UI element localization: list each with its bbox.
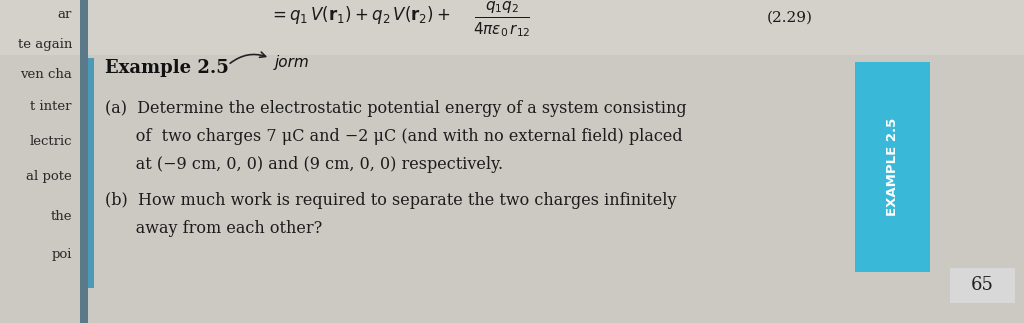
Bar [475,17,530,18]
Bar [950,268,1015,303]
Text: t inter: t inter [31,100,72,113]
Text: (2.29): (2.29) [767,11,813,25]
Bar [80,0,88,323]
Text: $= q_1\,V(\mathbf{r}_1) + q_2\,V(\mathbf{r}_2) +$: $= q_1\,V(\mathbf{r}_1) + q_2\,V(\mathbf… [269,4,451,26]
Text: $4\pi\varepsilon_0\,r_{12}$: $4\pi\varepsilon_0\,r_{12}$ [473,21,530,39]
Text: ar: ar [57,8,72,21]
Bar [88,58,94,288]
Text: 65: 65 [971,276,994,295]
Text: the: the [50,210,72,223]
Text: ven cha: ven cha [20,68,72,81]
Text: away from each other?: away from each other? [105,220,323,237]
Bar [0,0,1024,55]
Text: (a)  Determine the electrostatic potential energy of a system consisting: (a) Determine the electrostatic potentia… [105,100,687,117]
Text: Example 2.5: Example 2.5 [105,59,229,77]
Text: jorm: jorm [275,55,309,69]
Text: te again: te again [17,38,72,51]
Text: al pote: al pote [27,170,72,183]
Text: at (−9 cm, 0, 0) and (9 cm, 0, 0) respectively.: at (−9 cm, 0, 0) and (9 cm, 0, 0) respec… [105,156,503,173]
Text: EXAMPLE 2.5: EXAMPLE 2.5 [886,118,898,216]
Text: poi: poi [51,248,72,261]
Text: $q_1 q_2$: $q_1 q_2$ [484,0,519,15]
Bar [855,62,930,272]
Text: lectric: lectric [30,135,72,148]
Text: (b)  How much work is required to separate the two charges infinitely: (b) How much work is required to separat… [105,192,677,209]
Text: of  two charges 7 μC and −2 μC (and with no external field) placed: of two charges 7 μC and −2 μC (and with … [105,128,683,145]
